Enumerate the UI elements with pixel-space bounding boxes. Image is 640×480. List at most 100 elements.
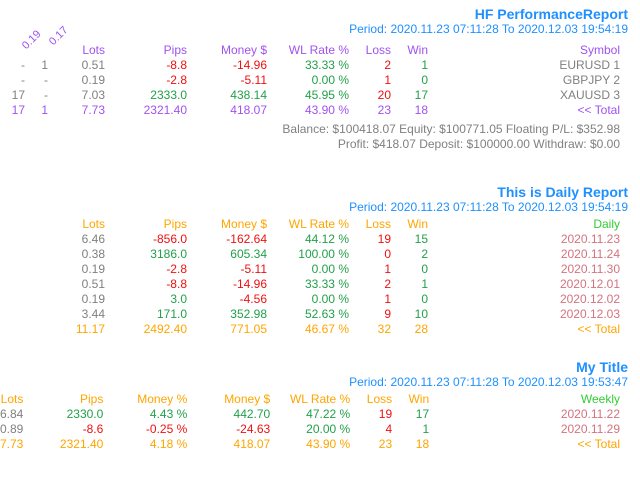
report-cell: 6.84: [0, 407, 24, 421]
report-cell: 19: [377, 232, 391, 246]
report-cell: 33.33 %: [304, 58, 349, 72]
report-cell: 2020.12.01: [559, 277, 620, 291]
report-section-weekly: My Title Period: 2020.11.23 07:11:28 To …: [0, 359, 628, 452]
report-cell: 2: [421, 247, 428, 261]
total-cell: << Total: [577, 437, 620, 451]
report-cell: 2020.12.03: [559, 307, 620, 321]
total-cell: 23: [377, 103, 391, 117]
report-cell: -5.11: [240, 262, 267, 276]
report-cell: -4.56: [239, 292, 267, 306]
report-cell: 0.19: [81, 73, 105, 87]
report-period: Period: 2020.11.23 07:11:28 To 2020.12.0…: [349, 375, 628, 389]
report-cell: 0: [421, 262, 428, 276]
report-cell: 0.51: [81, 277, 105, 291]
report-section-daily: This is Daily Report Period: 2020.11.23 …: [0, 184, 628, 337]
report-cell: 3.44: [81, 307, 105, 321]
column-header: [0, 43, 25, 58]
table-row: - 1 0.51 -8.8 -14.96 33.33 % 2 1 EURUSD 1: [0, 58, 620, 73]
column-header: Loss: [365, 217, 391, 231]
report-cell: 2020.11.22: [560, 407, 620, 421]
report-cell: EURUSD 1: [559, 58, 620, 72]
balance-summary-line: Balance: $100418.07 Equity: $100771.05 F…: [282, 122, 620, 136]
report-cell: 17: [415, 407, 430, 421]
report-cell: 0.00 %: [311, 73, 349, 87]
total-cell: 46.67 %: [304, 322, 349, 336]
total-cell: 7.73: [0, 437, 24, 451]
report-cell: 0.38: [81, 247, 105, 261]
total-row: 7.73 2321.40 4.18 % 418.07 43.90 % 23 18 << Tot…: [0, 437, 620, 452]
total-cell: 43.90 %: [306, 437, 351, 451]
report-cell: -0.25 %: [145, 422, 188, 436]
column-header: Symbol: [579, 43, 620, 57]
report-cell: 1: [384, 73, 391, 87]
report-cell: -: [21, 73, 25, 87]
total-cell: 771.05: [230, 322, 267, 336]
report-cell: -8.8: [166, 277, 187, 291]
total-row: 17 1 7.73 2321.40 418.07 43.90 % 23 18 << Total: [0, 103, 620, 118]
report-title: This is Daily Report: [497, 184, 628, 200]
column-header: WL Rate %: [289, 392, 351, 406]
total-cell: 2321.40: [143, 103, 187, 117]
report-cell: -: [21, 58, 25, 72]
total-cell: 32: [377, 322, 391, 336]
column-header: [25, 43, 48, 58]
column-header: Weekly: [580, 392, 620, 406]
report-table: Lots Pips Money $ WL Rate % Loss Win Daily 6.46…: [0, 217, 620, 337]
report-cell: 438.14: [230, 88, 267, 102]
report-cell: 171.0: [156, 307, 187, 321]
report-cell: 0: [384, 247, 391, 261]
total-cell: 23: [378, 437, 393, 451]
report-cell: 44.12 %: [304, 232, 349, 246]
report-cell: -8.8: [166, 58, 187, 72]
total-cell: 2492.40: [143, 322, 187, 336]
report-cell: 2020.11.23: [560, 232, 620, 246]
report-cell: 2020.12.02: [559, 292, 620, 306]
report-cell: 2330.0: [66, 407, 104, 421]
report-cell: -14.96: [232, 277, 267, 291]
total-cell: 418.07: [233, 437, 271, 451]
report-cell: 15: [414, 232, 428, 246]
report-cell: 4: [385, 422, 393, 436]
report-cell: 605.34: [230, 247, 267, 261]
column-header: Win: [407, 217, 428, 231]
report-cell: -8.6: [82, 422, 104, 436]
report-cell: 10: [414, 307, 428, 321]
report-cell: 3186.0: [150, 247, 187, 261]
report-cell: 1: [421, 277, 428, 291]
report-cell: 1: [384, 292, 391, 306]
report-cell: 7.03: [81, 88, 105, 102]
report-cell: 1: [41, 58, 48, 72]
report-cell: 352.98: [230, 307, 267, 321]
total-cell: 17: [11, 103, 25, 117]
report-cell: -162.64: [226, 232, 267, 246]
table-row: - - 0.19 -2.8 -5.11 0.00 % 1 0 GBPJPY 2: [0, 73, 620, 88]
report-cell: 0: [421, 73, 428, 87]
table-row: 3.44 171.0 352.98 52.63 % 9 10 2020.12.03: [0, 307, 620, 322]
report-cell: 0.51: [81, 58, 105, 72]
column-header: Daily: [593, 217, 620, 231]
table-row: 17 - 7.03 2333.0 438.14 45.95 % 20 17 XAUUSD 3: [0, 88, 620, 103]
total-cell: 4.18 %: [149, 437, 188, 451]
table-row: 6.46 -856.0 -162.64 44.12 % 19 15 2020.11.23: [0, 232, 620, 247]
total-cell: 28: [414, 322, 428, 336]
total-cell: << Total: [577, 103, 620, 117]
header-row: Lots Pips Money % Money $ WL Rate % Loss Win We…: [0, 392, 620, 407]
total-cell: 7.73: [81, 103, 105, 117]
report-cell: 45.95 %: [304, 88, 349, 102]
report-cell: 1: [384, 262, 391, 276]
total-cell: 418.07: [230, 103, 267, 117]
report-cell: 17: [414, 88, 428, 102]
header-row: Lots Pips Money $ WL Rate % Loss Win Daily: [0, 217, 620, 232]
report-period: Period: 2020.11.23 07:11:28 To 2020.12.0…: [349, 22, 628, 36]
report-section-hf-performance: HF PerformanceReport Period: 2020.11.23 …: [0, 6, 628, 152]
report-cell: 0: [421, 292, 428, 306]
table-row: 6.84 2330.0 4.43 % 442.70 47.22 % 19 17 2020.11…: [0, 407, 620, 422]
column-header: Pips: [163, 217, 187, 231]
column-header: Pips: [79, 392, 104, 406]
report-cell: -14.96: [232, 58, 267, 72]
table-row: 0.89 -8.6 -0.25 % -24.63 20.00 % 4 1 2020.11.29: [0, 422, 620, 437]
report-cell: XAUUSD 3: [559, 88, 620, 102]
table-row: 0.19 -2.8 -5.11 0.00 % 1 0 2020.11.30: [0, 262, 620, 277]
table-row: 0.38 3186.0 605.34 100.00 % 0 2 2020.11.24: [0, 247, 620, 262]
